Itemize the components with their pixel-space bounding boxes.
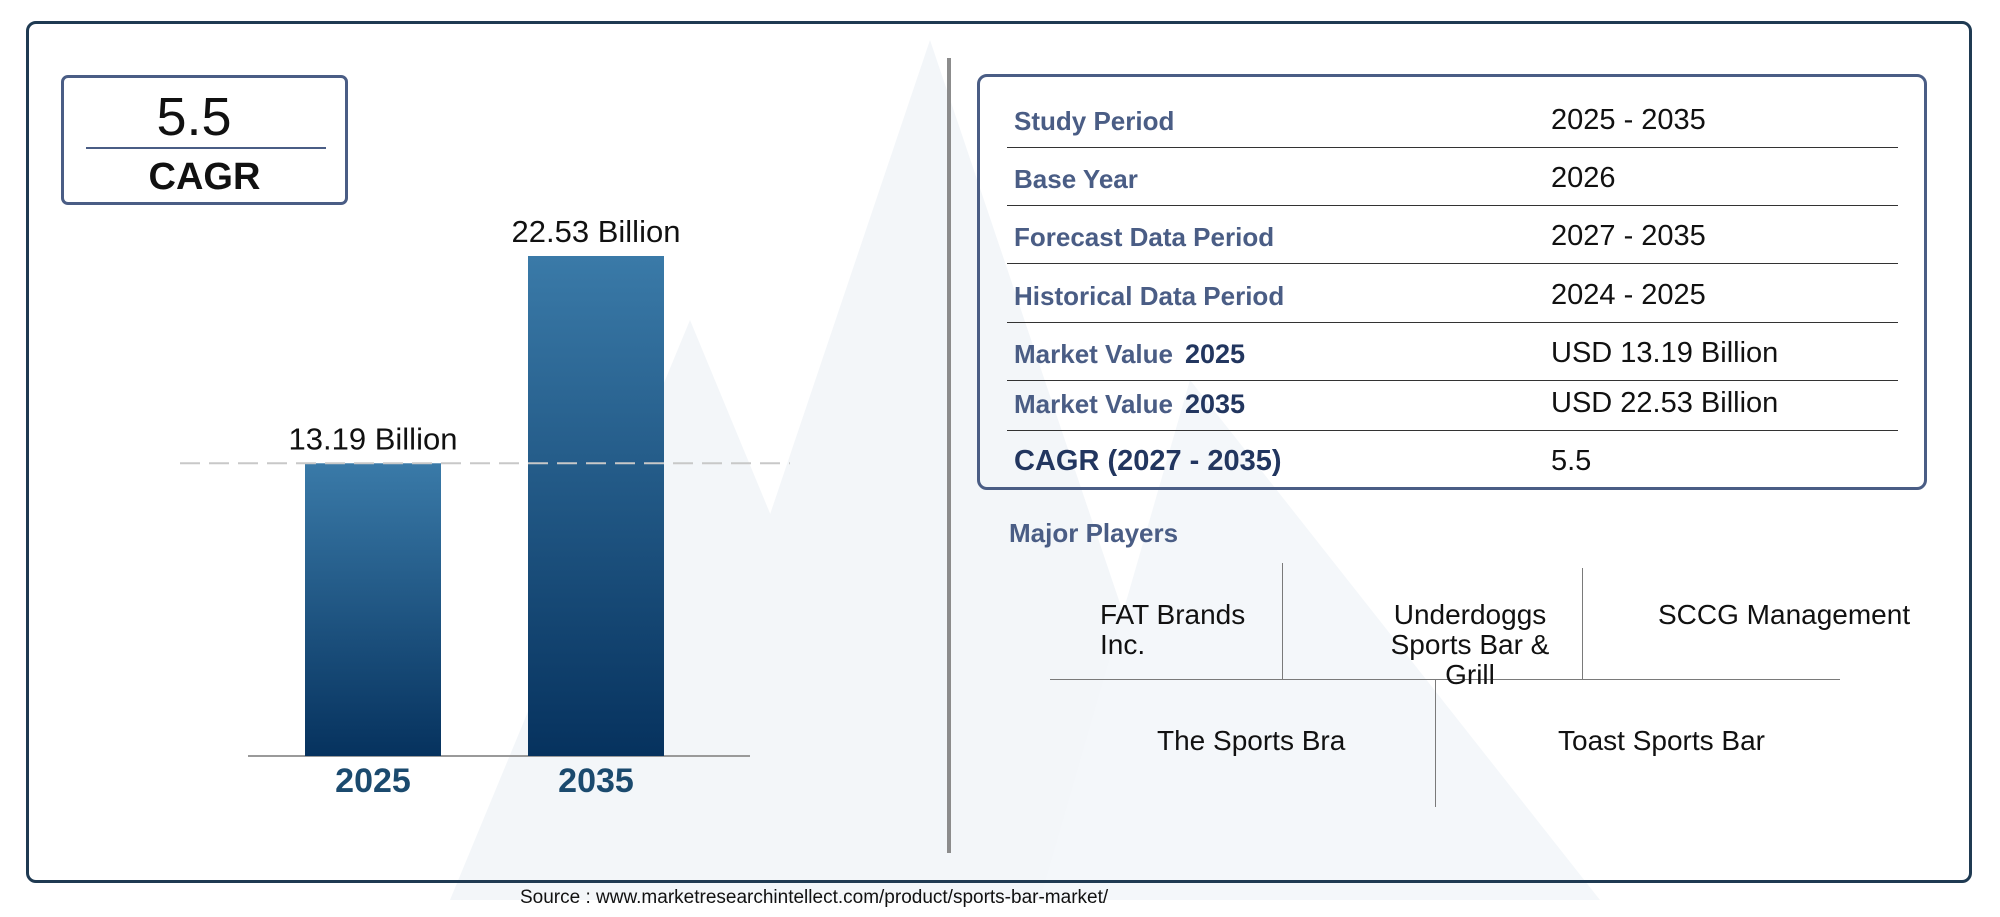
row-value: 5.5 bbox=[1551, 445, 1592, 477]
row-label: Forecast Data Period bbox=[1014, 222, 1275, 252]
table-row: CAGR (2027 - 2035) 5.5 bbox=[1007, 430, 1898, 488]
market-bar-chart: 13.19 Billion 2025 22.53 Billion 2035 bbox=[180, 214, 790, 800]
table-row: Base Year 2026 bbox=[1007, 147, 1898, 206]
bar-2025 bbox=[305, 463, 441, 756]
player-item: Toast Sports Bar bbox=[1558, 725, 1765, 756]
section-divider bbox=[947, 58, 951, 853]
table-row: Market Value 2035 USD 22.53 Billion bbox=[1007, 380, 1898, 431]
row-value: 2027 - 2035 bbox=[1551, 220, 1706, 252]
row-label: Base Year bbox=[1014, 164, 1138, 194]
row-year: 2035 bbox=[1184, 389, 1246, 419]
table-row: Study Period 2025 - 2035 bbox=[1007, 87, 1898, 148]
player-item: FAT Brands Inc. bbox=[1100, 599, 1246, 660]
player-item: SCCG Management bbox=[1658, 599, 1911, 630]
outer-frame bbox=[26, 21, 1972, 883]
player-divider bbox=[1050, 679, 1840, 680]
major-players-title: Major Players bbox=[1009, 518, 1179, 548]
player-divider bbox=[1582, 568, 1583, 679]
table-row: Historical Data Period 2024 - 2025 bbox=[1007, 263, 1898, 323]
player-divider bbox=[1282, 563, 1283, 679]
source-note: Source : www.marketresearchintellect.com… bbox=[520, 887, 1109, 908]
category-label-2025: 2025 bbox=[335, 762, 411, 800]
market-info-table: Study Period 2025 - 2035 Base Year 2026 … bbox=[977, 74, 1927, 490]
row-label: Historical Data Period bbox=[1014, 281, 1285, 311]
data-label-2025: 13.19 Billion bbox=[289, 421, 458, 456]
table-row: Forecast Data Period 2027 - 2035 bbox=[1007, 205, 1898, 264]
cagr-value: 5.5 bbox=[156, 87, 232, 147]
category-label-2035: 2035 bbox=[558, 762, 634, 800]
row-year: 2025 bbox=[1184, 339, 1246, 369]
row-label: Market Value 2025 bbox=[1014, 339, 1246, 369]
bar-2035 bbox=[528, 256, 664, 756]
row-label: Study Period bbox=[1014, 106, 1175, 136]
row-label: Market Value 2035 bbox=[1014, 389, 1246, 419]
row-value: 2026 bbox=[1551, 162, 1616, 194]
row-value: USD 22.53 Billion bbox=[1551, 387, 1779, 419]
player-divider bbox=[1435, 679, 1436, 807]
row-value: USD 13.19 Billion bbox=[1551, 337, 1779, 369]
player-item: Underdoggs Sports Bar & Grill bbox=[1390, 599, 1550, 690]
cagr-card: 5.5 CAGR bbox=[61, 75, 348, 205]
row-value: 2024 - 2025 bbox=[1551, 279, 1706, 311]
data-label-2035: 22.53 Billion bbox=[512, 214, 681, 249]
cagr-divider bbox=[86, 147, 326, 149]
table-row: Market Value 2025 USD 13.19 Billion bbox=[1007, 322, 1898, 381]
row-value: 2025 - 2035 bbox=[1551, 104, 1706, 136]
row-label: CAGR (2027 - 2035) bbox=[1014, 445, 1282, 477]
cagr-label: CAGR bbox=[148, 156, 261, 198]
player-item: The Sports Bra bbox=[1157, 725, 1346, 756]
